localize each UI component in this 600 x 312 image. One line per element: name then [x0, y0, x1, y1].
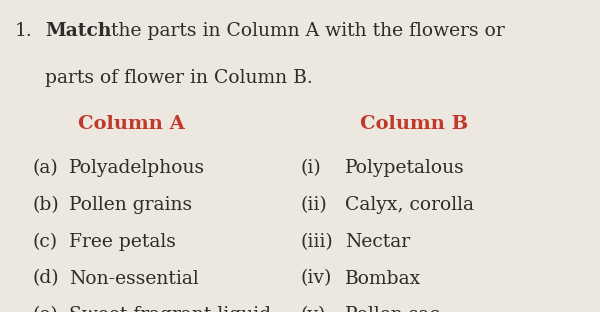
Text: Bombax: Bombax	[345, 270, 421, 288]
Text: the parts in Column A with the flowers or: the parts in Column A with the flowers o…	[105, 22, 505, 40]
Text: Sweet fragrant liquid: Sweet fragrant liquid	[69, 306, 271, 312]
Text: Calyx, corolla: Calyx, corolla	[345, 196, 474, 214]
Text: Free petals: Free petals	[69, 233, 176, 251]
Text: (iv): (iv)	[300, 270, 331, 288]
Text: (d): (d)	[33, 270, 59, 288]
Text: Pollen grains: Pollen grains	[69, 196, 192, 214]
Text: (i): (i)	[300, 159, 321, 177]
Text: Match: Match	[45, 22, 112, 40]
Text: Polypetalous: Polypetalous	[345, 159, 465, 177]
Text: (e): (e)	[33, 306, 59, 312]
Text: Column B: Column B	[360, 115, 468, 134]
Text: (ii): (ii)	[300, 196, 327, 214]
Text: Pollen sac: Pollen sac	[345, 306, 440, 312]
Text: 1.: 1.	[15, 22, 33, 40]
Text: Column A: Column A	[78, 115, 185, 134]
Text: (v): (v)	[300, 306, 325, 312]
Text: Polyadelphous: Polyadelphous	[69, 159, 205, 177]
Text: (b): (b)	[33, 196, 60, 214]
Text: (c): (c)	[33, 233, 58, 251]
Text: Nectar: Nectar	[345, 233, 410, 251]
Text: Non-essential: Non-essential	[69, 270, 199, 288]
Text: (a): (a)	[33, 159, 59, 177]
Text: parts of flower in Column B.: parts of flower in Column B.	[45, 69, 313, 87]
Text: (iii): (iii)	[300, 233, 333, 251]
